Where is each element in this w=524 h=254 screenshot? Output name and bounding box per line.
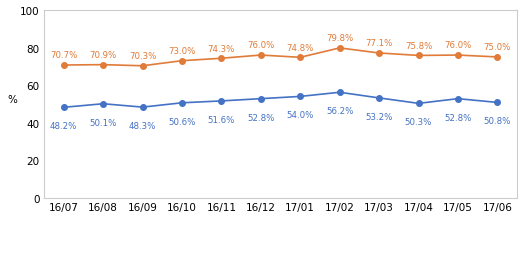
CR4 — [336, 91, 343, 94]
CR8 — [179, 60, 185, 63]
CR4 — [416, 102, 422, 105]
Text: 70.3%: 70.3% — [129, 52, 156, 61]
Text: 54.0%: 54.0% — [287, 111, 314, 120]
CR8 — [297, 57, 303, 60]
Text: 50.6%: 50.6% — [168, 117, 195, 126]
Y-axis label: %: % — [7, 94, 17, 104]
Text: 74.3%: 74.3% — [208, 44, 235, 54]
Text: 50.8%: 50.8% — [484, 117, 511, 126]
CR4 — [179, 102, 185, 105]
CR8 — [61, 64, 67, 67]
Text: 50.1%: 50.1% — [90, 118, 117, 127]
Text: 52.8%: 52.8% — [247, 113, 275, 122]
Text: 76.0%: 76.0% — [247, 41, 275, 50]
CR4 — [100, 103, 106, 106]
CR8 — [219, 57, 225, 60]
Text: 76.0%: 76.0% — [444, 41, 472, 50]
Text: 73.0%: 73.0% — [168, 47, 195, 56]
CR8 — [376, 52, 382, 55]
Text: 56.2%: 56.2% — [326, 107, 353, 116]
CR4 — [494, 102, 500, 105]
CR8 — [100, 64, 106, 67]
CR4 — [139, 106, 146, 109]
CR4 — [297, 96, 303, 99]
Text: 70.7%: 70.7% — [50, 51, 78, 60]
Text: 51.6%: 51.6% — [208, 115, 235, 124]
CR8 — [336, 47, 343, 50]
Text: 70.9%: 70.9% — [90, 51, 117, 60]
CR4 — [61, 106, 67, 109]
Line: CR8: CR8 — [61, 46, 500, 69]
Text: 48.2%: 48.2% — [50, 122, 78, 131]
Text: 74.8%: 74.8% — [287, 44, 314, 53]
Text: 48.3%: 48.3% — [129, 121, 156, 131]
CR4 — [258, 98, 264, 101]
Text: 50.3%: 50.3% — [405, 118, 432, 127]
Text: 77.1%: 77.1% — [365, 39, 393, 48]
CR8 — [139, 65, 146, 68]
CR8 — [455, 54, 461, 57]
CR4 — [219, 100, 225, 103]
Text: 75.0%: 75.0% — [484, 43, 511, 52]
Text: 79.8%: 79.8% — [326, 34, 353, 43]
Text: 53.2%: 53.2% — [365, 112, 393, 121]
CR8 — [258, 54, 264, 57]
CR4 — [376, 97, 382, 100]
Text: 75.8%: 75.8% — [405, 42, 432, 51]
CR8 — [416, 55, 422, 58]
Text: 52.8%: 52.8% — [444, 113, 472, 122]
CR8 — [494, 56, 500, 59]
CR4 — [455, 98, 461, 101]
Line: CR4: CR4 — [61, 90, 500, 111]
